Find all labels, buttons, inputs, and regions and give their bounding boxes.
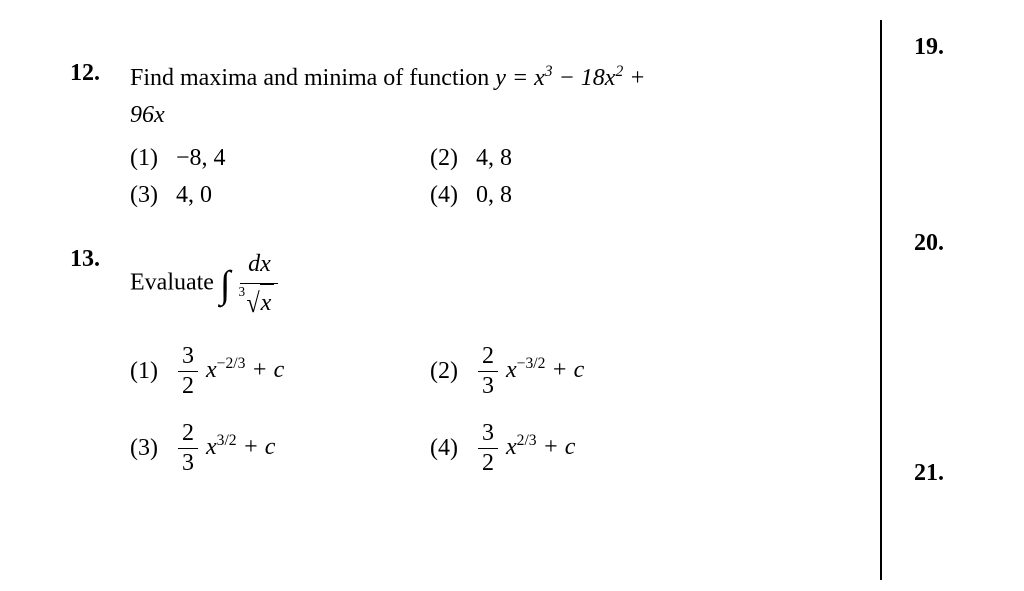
right-ref-21: 21. <box>914 460 944 487</box>
options-12: (1) −8, 4 (2) 4, 8 (3) 4, 0 (4) <box>130 144 870 210</box>
question-number: 12. <box>70 60 130 87</box>
options-13: (1) 32 x−2/3 + c (2) 23 x−3/2 + c <box>130 342 870 477</box>
option-label: (4) <box>430 434 476 463</box>
integrand-numerator: dx <box>240 246 278 283</box>
page: 12. Find maxima and minima of function y… <box>0 0 1024 591</box>
option-label: (1) <box>130 357 176 386</box>
option-13-2: (2) 23 x−3/2 + c <box>430 342 730 401</box>
stem-prefix: Find maxima and minima of function <box>130 65 495 91</box>
option-text: 4, 0 <box>176 181 212 210</box>
left-column: 12. Find maxima and minima of function y… <box>70 60 870 514</box>
option-math: 32 x2/3 + c <box>476 419 575 478</box>
option-12-2: (2) 4, 8 <box>430 144 730 173</box>
question-13: 13. Evaluate ∫ dx 3 √x <box>70 246 870 478</box>
right-ref-20: 20. <box>914 230 944 257</box>
option-math: 23 x3/2 + c <box>176 419 275 478</box>
option-text: 0, 8 <box>476 181 512 210</box>
option-label: (2) <box>430 144 476 173</box>
option-label: (1) <box>130 144 176 173</box>
stem-prefix: Evaluate <box>130 270 220 296</box>
question-number: 13. <box>70 246 130 273</box>
option-12-4: (4) 0, 8 <box>430 181 730 210</box>
question-12: 12. Find maxima and minima of function y… <box>70 60 870 210</box>
option-label: (2) <box>430 357 476 386</box>
integral-sign-icon: ∫ <box>220 256 231 316</box>
option-label: (4) <box>430 181 476 210</box>
option-13-3: (3) 23 x3/2 + c <box>130 419 430 478</box>
integrand-denominator: 3 √x <box>240 283 278 322</box>
root-radicand: x <box>260 284 275 322</box>
option-math: 23 x−3/2 + c <box>476 342 584 401</box>
root-index: 3 <box>238 282 245 302</box>
question-stem-line1: Find maxima and minima of function y = x… <box>130 60 870 97</box>
option-13-1: (1) 32 x−2/3 + c <box>130 342 430 401</box>
option-13-4: (4) 32 x2/3 + c <box>430 419 730 478</box>
option-text: 4, 8 <box>476 144 512 173</box>
option-math: 32 x−2/3 + c <box>176 342 284 401</box>
right-ref-19: 19. <box>914 34 944 61</box>
integrand-fraction: dx 3 √x <box>240 246 278 322</box>
option-12-1: (1) −8, 4 <box>130 144 430 173</box>
option-text: −8, 4 <box>176 144 226 173</box>
radical-icon: √ <box>246 284 259 327</box>
option-12-3: (3) 4, 0 <box>130 181 430 210</box>
stem-math: y = x3 − 18x2 + <box>495 65 645 91</box>
option-label: (3) <box>130 434 176 463</box>
question-stem: Evaluate ∫ dx 3 √x <box>130 246 870 322</box>
right-column: 19. 20. 21. <box>880 0 1020 591</box>
question-stem-line2: 96x <box>130 97 870 134</box>
option-label: (3) <box>130 181 176 210</box>
